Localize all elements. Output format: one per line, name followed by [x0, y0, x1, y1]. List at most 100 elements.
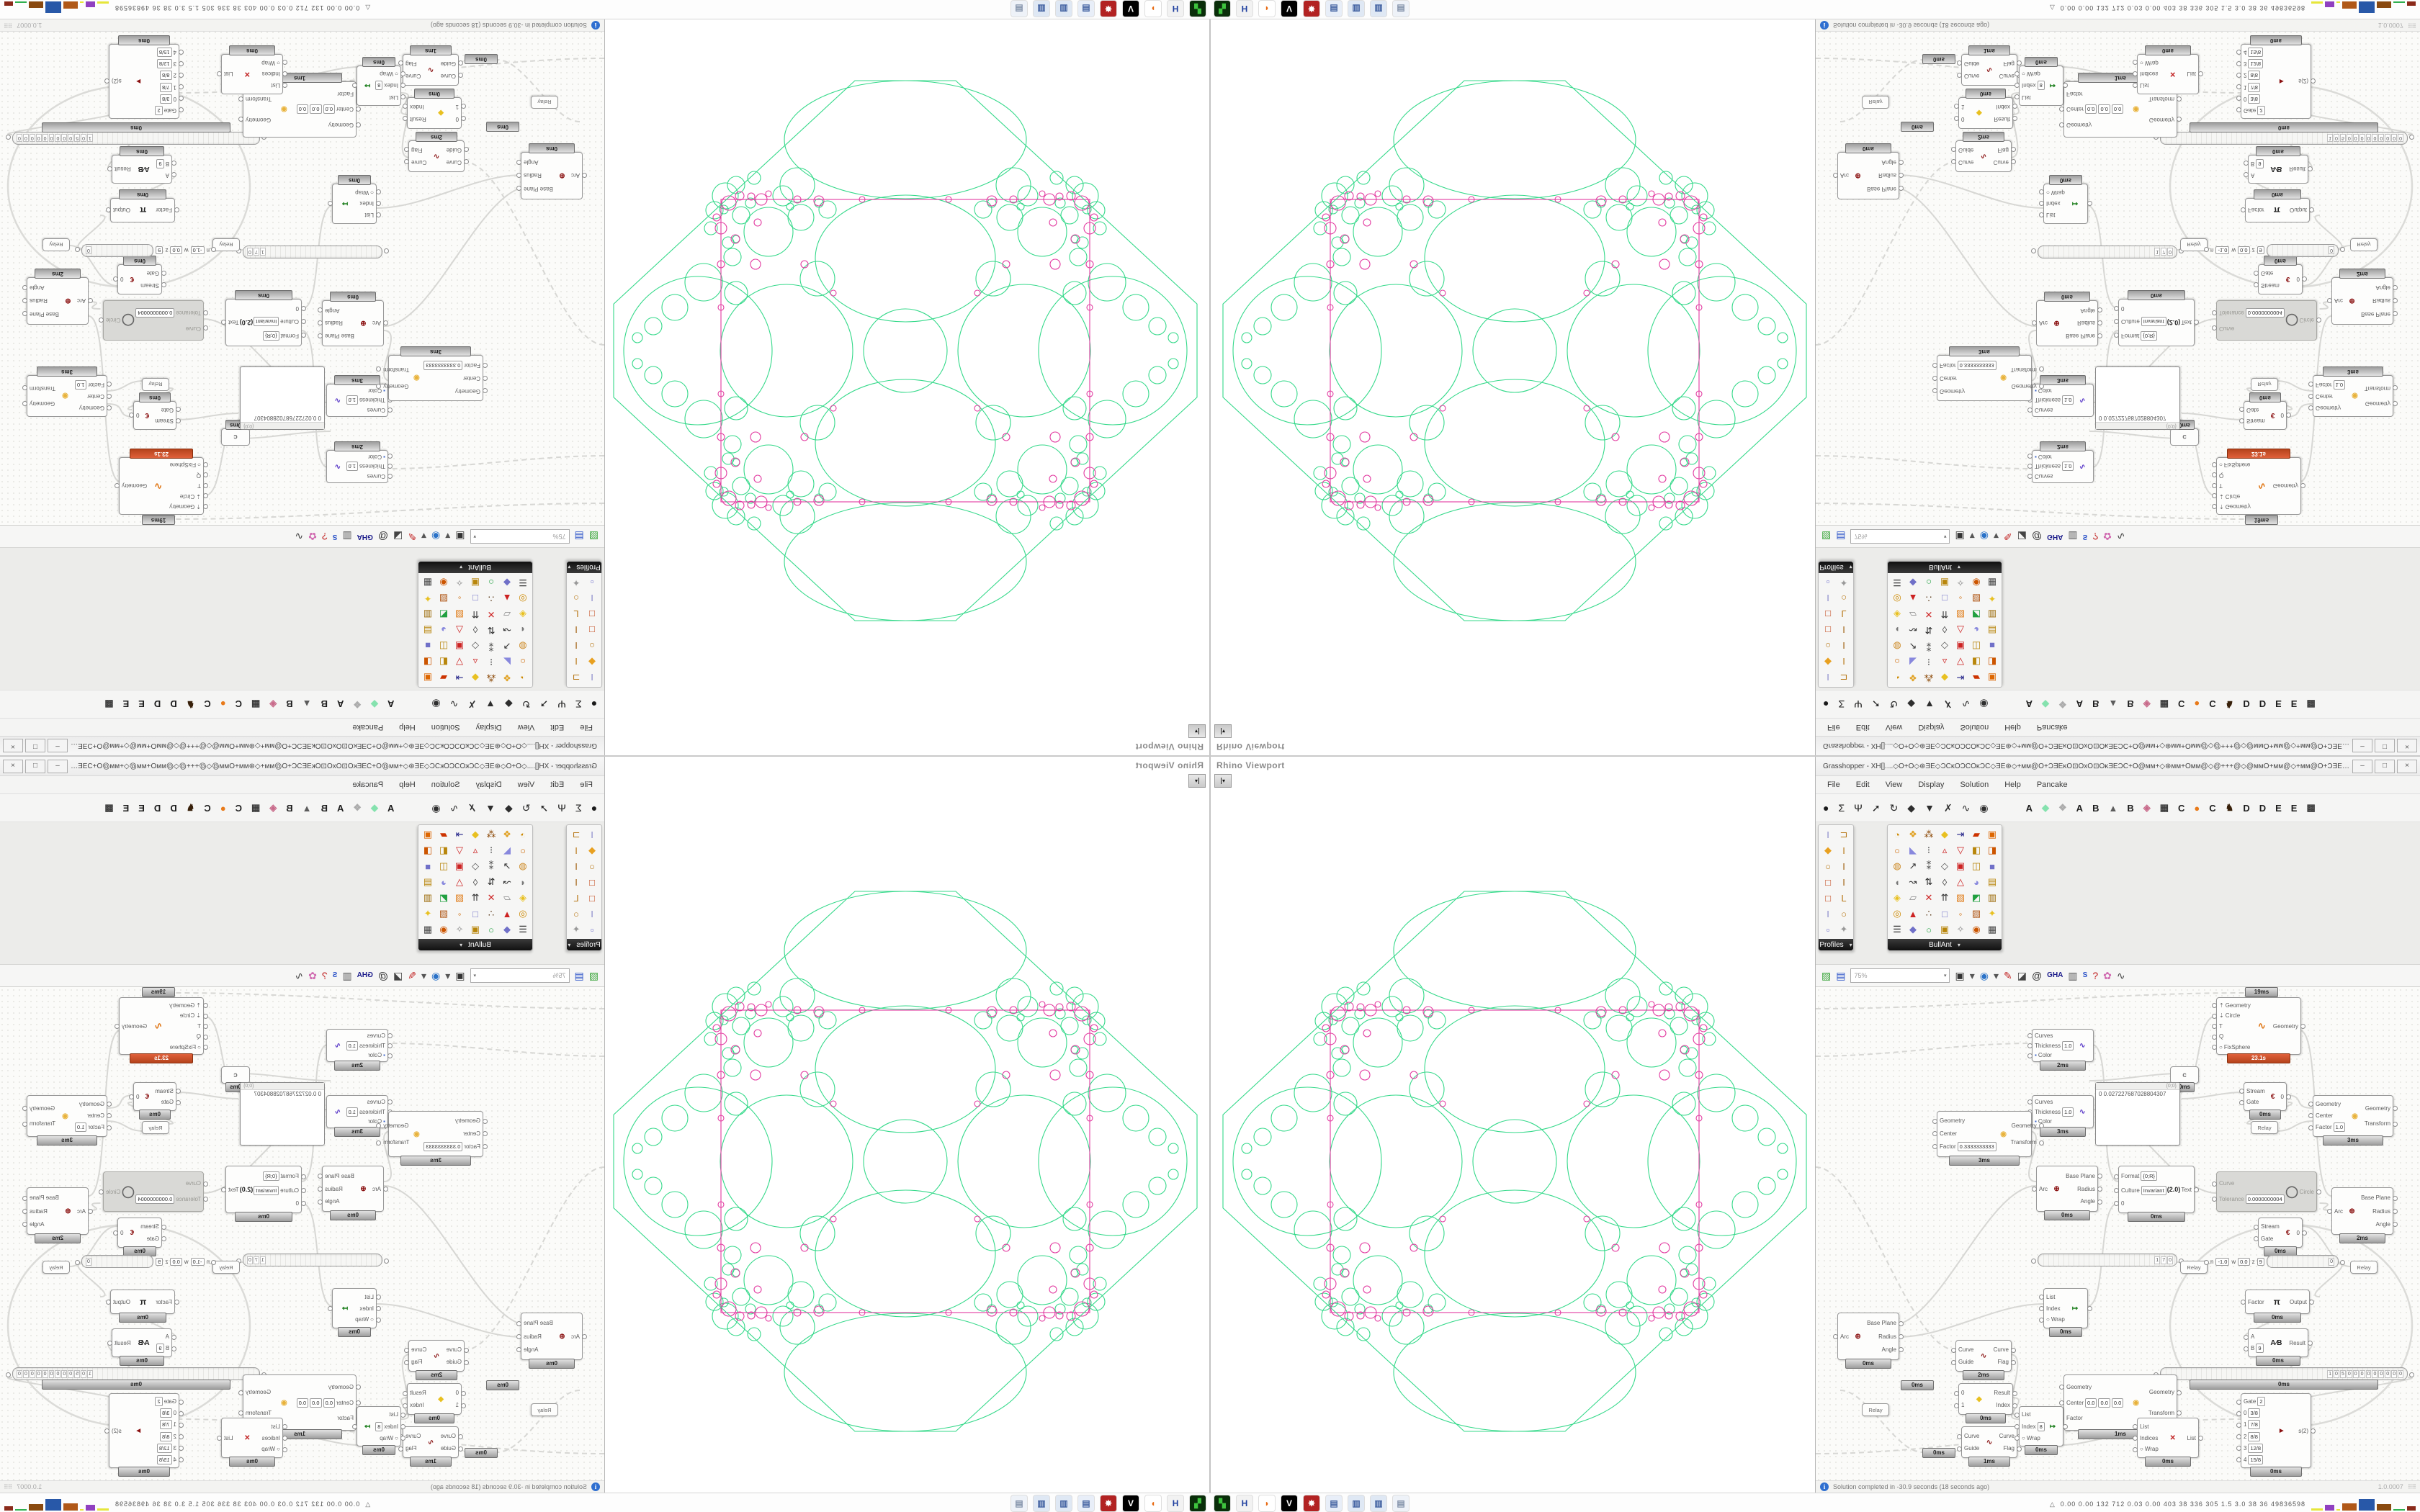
node-curve-display[interactable]: Curves Thickness 1.0 ▪ Color ∿ 2ms [326, 441, 388, 483]
component-icon[interactable]: ⇥ [1956, 829, 1965, 840]
plugin-tab[interactable]: B [2092, 802, 2099, 814]
ribbon-tab-icon[interactable]: ∿ [449, 802, 459, 814]
node-deconstruct-arc[interactable]: Arc ⊕ Base Plane Radius Angle 2ms [2331, 269, 2393, 325]
component-icon[interactable]: ◩ [439, 609, 449, 620]
component-icon[interactable]: ○ [1894, 656, 1900, 667]
time-tag[interactable]: 0ms [486, 122, 519, 132]
component-icon[interactable]: ⁂ [486, 829, 496, 840]
component-icon[interactable]: ◈ [519, 892, 526, 903]
component-icon[interactable]: ◦ [457, 908, 462, 919]
component-icon[interactable]: ◆ [472, 829, 479, 840]
component-icon[interactable]: I [591, 829, 593, 840]
grasshopper-canvas[interactable]: 19ms ⇡ Geometry ⇣ Circle T Q ○ FixSphere ∿ Geometr… [0, 32, 604, 525]
component-icon[interactable]: L [1841, 608, 1847, 620]
number-slider-long[interactable]: 1 0 5 0 0 0 0 0 0 0 0 0 0ms [2160, 122, 2408, 145]
component-icon[interactable]: ▣ [423, 672, 433, 683]
resize-grip[interactable]: ⠿⠿ [4, 1482, 13, 1490]
menu-item-display[interactable]: Display [1918, 780, 1945, 789]
ribbon-tab-icon[interactable]: ◆ [1907, 698, 1916, 710]
component-icon[interactable]: ◉ [439, 577, 448, 588]
taskbar-app-doc-4[interactable]: ▤ [1393, 1, 1409, 17]
toolbar-icon[interactable]: GHA [2047, 533, 2063, 541]
plugin-tab[interactable]: E [122, 802, 130, 814]
toolbar-icon[interactable]: ✿ [2103, 970, 2112, 981]
menu-item-pancake[interactable]: Pancake [2036, 723, 2068, 732]
toolbar-icon[interactable]: ◉ [431, 970, 441, 981]
plugin-tab[interactable]: C [204, 802, 211, 814]
minimize-button[interactable]: – [48, 739, 68, 753]
plugin-tab[interactable]: C [2178, 802, 2185, 814]
component-icon[interactable]: ✕ [1924, 892, 1933, 903]
taskbar-app-doc-1[interactable]: ▤ [1326, 1, 1342, 17]
component-icon[interactable]: I [1842, 876, 1845, 888]
component-icon[interactable]: ▨ [1971, 908, 1981, 919]
plugin-tab[interactable]: B [321, 698, 328, 710]
node-division[interactable]: A B 9 A∕B Result 0ms [2248, 146, 2308, 184]
ribbon-tab-icon[interactable]: ➚ [539, 698, 549, 710]
component-icon[interactable]: ○ [1825, 860, 1831, 872]
node-flip-curve[interactable]: Curve Guide ∿ Curve Flag 1ms [1956, 1426, 2022, 1467]
grasshopper-titlebar[interactable]: Grasshopper - XH[]....◇O+O◇⊛ƎE◇ƆCĸOƆCOĸƆ… [1816, 736, 2420, 755]
component-icon[interactable]: □ [589, 624, 595, 636]
taskbar-app-app-h[interactable]: H [1168, 1495, 1183, 1511]
menu-item-solution[interactable]: Solution [431, 780, 460, 789]
node-circle-fit[interactable]: Curve Tolerance 0.0000000004 ◯ Circle [103, 1171, 204, 1212]
plugin-tab[interactable]: C [2178, 698, 2185, 710]
component-icon[interactable]: ▣ [454, 641, 465, 652]
ribbon-tab-icon[interactable]: ◆ [1907, 802, 1916, 814]
node-flip-curve[interactable]: Curve Guide ∿ Curve Flag 2ms [1955, 132, 2012, 172]
node-c[interactable]: c 0ms [2170, 420, 2199, 446]
rhino-viewport[interactable]: Rhino Viewport ▾ [605, 19, 1210, 755]
component-icon[interactable]: □ [1825, 876, 1831, 888]
zoom-input[interactable]: 75% ▾ [1850, 968, 1950, 983]
component-icon[interactable]: ○ [589, 640, 595, 652]
plugin-tab[interactable]: E [138, 698, 145, 710]
node-list-item[interactable]: List Index ○ Wrap ↦ 0ms [332, 1288, 377, 1337]
toolbar-icon[interactable]: GHA [357, 971, 373, 979]
node-format[interactable]: Format {0;R} Culture Invariant 0 (2.0) Text 0ms [225, 1166, 302, 1222]
component-icon[interactable]: ◕ [1973, 624, 1979, 636]
minimize-button[interactable]: – [2352, 739, 2372, 753]
component-icon[interactable]: ◈ [1894, 609, 1901, 620]
node-circle-fit[interactable]: Curve Tolerance 0.0000000004 ◯ Circle [2216, 300, 2317, 341]
node-scale[interactable]: Geometry Center Factor 1.0 ◉ Geometry Transfor… [27, 366, 107, 417]
plugin-tab[interactable]: ♞ [2225, 802, 2234, 813]
component-icon[interactable]: ↝ [503, 876, 511, 887]
menu-item-pancake[interactable]: Pancake [352, 780, 384, 789]
node-stream-gate[interactable]: Gate 2 0 3/8 1 7/8 2 8/8 3 12/8 4 15/8 ► s(2) 0ms [109, 35, 179, 119]
plugin-tab[interactable]: ◈ [2143, 699, 2151, 710]
menu-item-solution[interactable]: Solution [1960, 723, 1989, 732]
plugin-tab[interactable]: ● [220, 802, 226, 814]
ribbon-tab-icon[interactable]: ✗ [1943, 802, 1953, 814]
ribbon-tab-icon[interactable]: Σ [1838, 698, 1845, 710]
toolbar-icon[interactable]: ▾ [1969, 970, 1975, 981]
relay[interactable]: Relay [531, 1403, 558, 1416]
plugin-tab[interactable]: E [2290, 802, 2298, 814]
ribbon-tab-icon[interactable]: ◆ [504, 698, 513, 710]
component-icon[interactable]: ○ [589, 860, 595, 872]
component-icon[interactable]: ✧ [455, 924, 464, 935]
toolbar-icon[interactable]: ▾ [1993, 531, 1999, 542]
component-icon[interactable]: ○ [1825, 640, 1831, 652]
taskbar-app-browser[interactable]: ◗ [1259, 1, 1275, 17]
rhino-viewport[interactable]: Rhino Viewport ▾ [1210, 757, 1815, 1493]
toolbar-icon[interactable]: ▾ [445, 531, 451, 542]
toolbar-icon[interactable]: ▨ [588, 531, 599, 542]
component-icon[interactable]: ◇ [1941, 641, 1948, 652]
component-icon[interactable]: L [573, 892, 579, 904]
component-icon[interactable]: ◨ [1987, 845, 1997, 855]
plugin-tab[interactable]: ▩ [2306, 699, 2316, 710]
node-circle-fit[interactable]: Curve Tolerance 0.0000000004 ◯ Circle [103, 300, 204, 341]
toolbar-icon[interactable]: ∿ [2116, 970, 2125, 981]
toolbar-icon[interactable]: @ [377, 531, 389, 542]
component-icon[interactable]: ◣ [1909, 845, 1917, 855]
component-icon[interactable]: ▨ [439, 593, 449, 604]
ribbon-tab-icon[interactable]: Σ [575, 802, 582, 814]
domain-slider[interactable]: n -1.0 w 0.0 z 9 0 [2210, 244, 2339, 257]
taskbar-app-terminal-green[interactable]: ▚ [1190, 1495, 1206, 1511]
component-icon[interactable]: ▲ [1908, 593, 1918, 604]
component-icon[interactable]: ◦ [1958, 908, 1963, 919]
component-icon[interactable]: ↝ [1909, 876, 1917, 887]
plugin-tab[interactable]: ● [2194, 698, 2200, 710]
